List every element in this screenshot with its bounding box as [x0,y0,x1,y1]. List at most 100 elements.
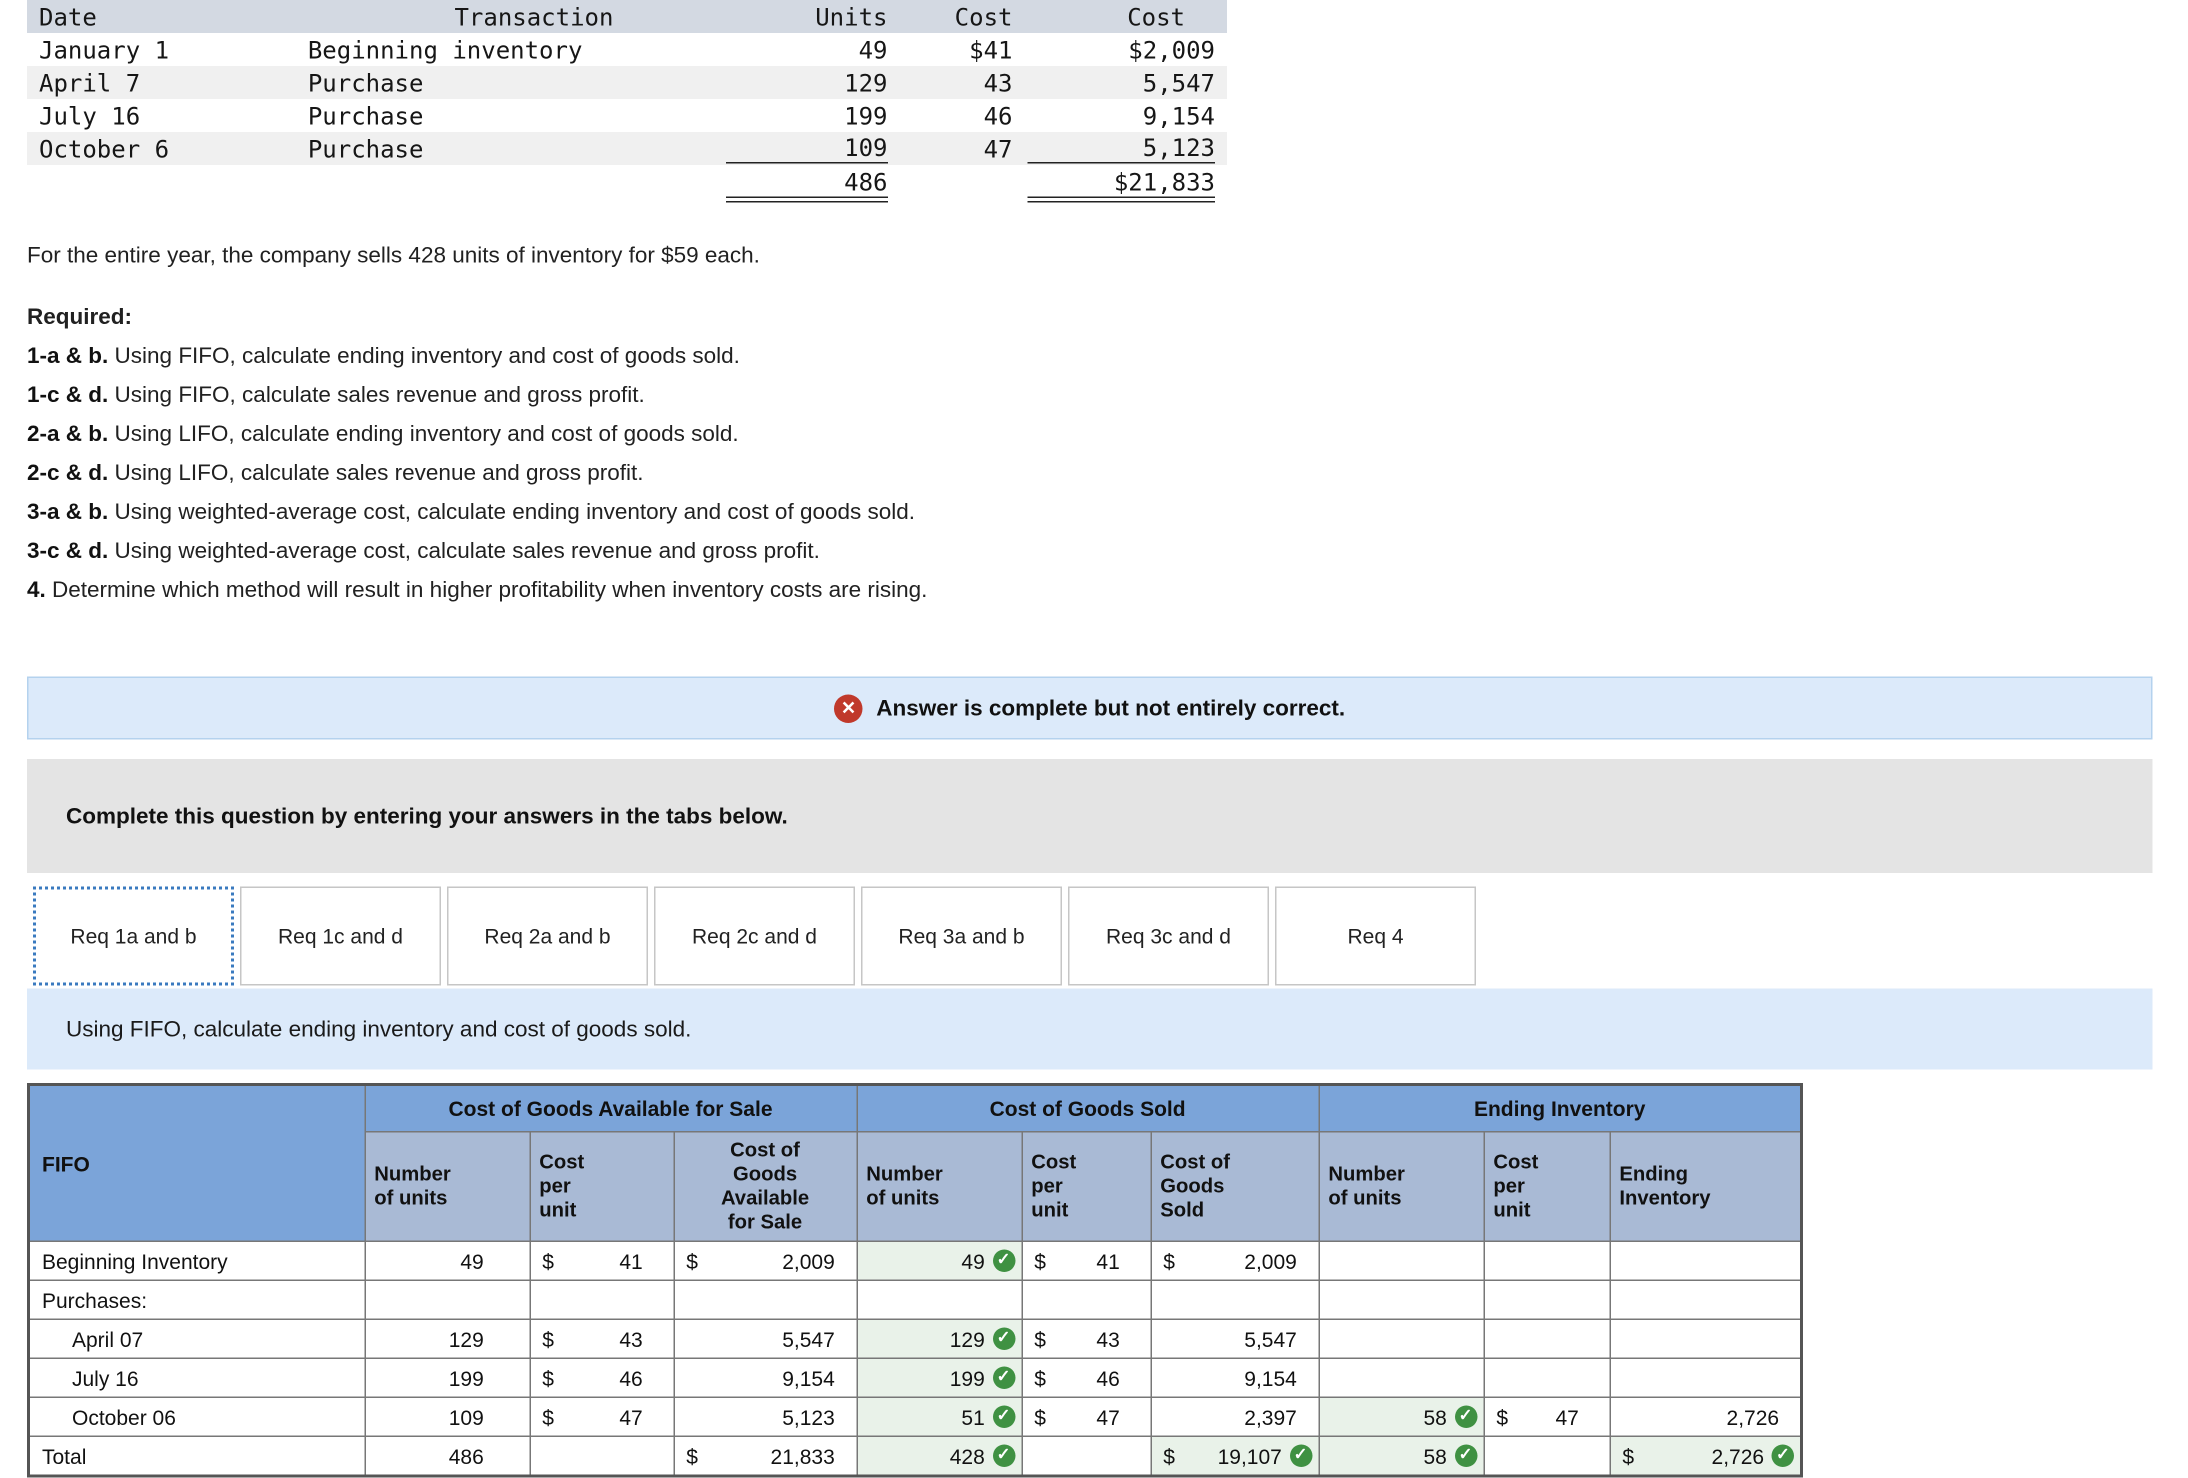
end-cpu-input[interactable] [1484,1242,1609,1280]
sold-units-input[interactable]: 199 [857,1359,1021,1397]
empty-cell [1319,1281,1483,1319]
end-cpu-input[interactable]: $47 [1496,1404,1579,1429]
end-units-total-input[interactable]: 58 [1319,1437,1483,1475]
cell-units: 129 [844,68,888,97]
end-total-cell [1610,1359,1800,1397]
sold-cpu-input[interactable]: $43 [1034,1326,1120,1351]
intro-text: For the entire year, the company sells 4… [27,243,760,269]
sold-units-input[interactable]: 129 [857,1320,1021,1358]
ending-inventory-total-input[interactable]: $2,726 [1610,1437,1801,1475]
sub-header-avail-units: Number of units [363,1131,531,1242]
cell-unit-cost: $41 [969,35,1013,64]
cell-total-cost: 9,154 [1142,101,1215,130]
cell-date: January 1 [39,35,170,64]
avail-cpu-cell: $46 [542,1365,643,1390]
cell-date: October 6 [39,134,170,163]
cell-units: 199 [844,101,888,130]
tab-req-1a-b[interactable]: Req 1a and b [33,886,234,986]
sold-units-input[interactable]: 49 [857,1242,1021,1280]
sold-total-cell: $2,009 [1163,1248,1297,1273]
cell-unit-cost: 46 [983,101,1013,130]
fifo-sub-header-row: Number of units Cost per unit Cost of Go… [29,1131,1803,1242]
tab-req-3c-d[interactable]: Req 3c and d [1068,886,1269,986]
source-table-header-row: Date Transaction Units Cost Cost [27,0,1227,33]
correct-check-icon [1454,1444,1477,1467]
sold-units-total-input[interactable]: 428 [857,1437,1021,1475]
correct-check-icon [992,1405,1015,1428]
avail-total-cell: 9,154 [782,1365,835,1390]
end-units-input[interactable]: 58 [1319,1398,1483,1436]
cell-date: July 16 [39,101,141,130]
tab-req-2c-d[interactable]: Req 2c and d [654,886,855,986]
sold-cpu-input[interactable]: $46 [1034,1365,1120,1390]
required-item-4: 4. Determine which method will result in… [27,577,928,604]
correct-check-icon [992,1249,1015,1272]
sub-header-end-cpu: Cost per unit [1482,1131,1611,1242]
sold-cpu-input[interactable]: $47 [1034,1404,1120,1429]
fifo-row-beginning-inventory: Beginning Inventory 49 $41 $2,009 49 $41… [27,1240,1803,1281]
correct-check-icon [1454,1405,1477,1428]
sub-header-end-total: Ending Inventory [1608,1131,1803,1242]
required-title: Required: [27,304,133,331]
cell-total-cost: 5,547 [1142,68,1215,97]
sub-header-end-units: Number of units [1317,1131,1485,1242]
cell-transaction: Purchase [307,68,424,97]
end-units-input[interactable] [1319,1359,1483,1397]
sold-total-cell: 2,397 [1244,1404,1297,1429]
panel-instruction: Complete this question by entering your … [27,759,2153,873]
source-row-april: April 7 Purchase 129 43 5,547 [27,66,1227,99]
row-label: July 16 [72,1365,139,1390]
cell-date: April 7 [39,68,141,97]
cell-transaction: Purchase [307,134,424,163]
end-units-input[interactable] [1319,1242,1483,1280]
avail-total-cell: 5,123 [782,1404,835,1429]
avail-units-total-cell: 486 [448,1443,484,1468]
total-units: 486 [622,165,902,204]
tab-req-3a-b[interactable]: Req 3a and b [861,886,1062,986]
sold-units-input[interactable]: 51 [857,1398,1021,1436]
cogs-total-input[interactable]: $19,107 [1151,1437,1318,1475]
incorrect-icon [834,693,863,723]
required-item-1ab: 1-a & b. Using FIFO, calculate ending in… [27,343,740,370]
col-header-unit-cost: Cost [954,2,1013,31]
source-total-row: 486 $21,833 [27,165,1227,204]
col-header-total-cost: Cost [1127,2,1185,31]
row-label: October 06 [72,1404,176,1429]
fifo-row-july-16: July 16 199 $46 9,154 199 $46 9,154 [27,1357,1803,1398]
required-section: Required: 1-a & b. Using FIFO, calculate… [27,299,2188,611]
empty-cell [857,1281,1021,1319]
sold-total-cell: 9,154 [1244,1365,1297,1390]
sub-header-sold-total: Cost of Goods Sold [1149,1131,1320,1242]
empty-cell [674,1281,856,1319]
answer-status-banner: Answer is complete but not entirely corr… [27,676,2153,740]
tab-req-1c-d[interactable]: Req 1c and d [240,886,441,986]
sub-header-sold-units: Number of units [855,1131,1023,1242]
required-item-2cd: 2-c & d. Using LIFO, calculate sales rev… [27,460,644,487]
tab-req-4[interactable]: Req 4 [1275,886,1476,986]
end-units-input[interactable] [1319,1320,1483,1358]
tab-req-2a-b[interactable]: Req 2a and b [447,886,648,986]
correct-check-icon [1289,1444,1312,1467]
source-row-january: January 1 Beginning inventory 49 $41 $2,… [27,33,1227,66]
correct-check-icon [992,1366,1015,1389]
empty-cell [1022,1437,1150,1475]
end-cpu-input[interactable] [1484,1320,1609,1358]
empty-cell [530,1281,673,1319]
req-tabs: Req 1a and b Req 1c and d Req 2a and b R… [33,886,2188,986]
avail-cpu-cell: $41 [542,1248,643,1273]
cell-unit-cost: 43 [983,68,1013,97]
tab-instruction-bar: Using FIFO, calculate ending inventory a… [27,988,2153,1070]
end-total-cell [1610,1320,1800,1358]
fifo-group-header-row: FIFO Cost of Goods Available for Sale Co… [27,1083,1803,1242]
required-item-1cd: 1-c & d. Using FIFO, calculate sales rev… [27,382,645,409]
cell-units: 49 [858,35,888,64]
total-cost: $21,833 [1027,165,1227,204]
empty-cell [1484,1437,1609,1475]
row-label: April 07 [72,1326,144,1351]
sold-cpu-input[interactable]: $41 [1034,1248,1120,1273]
avail-units-cell: 109 [448,1404,484,1429]
end-total-cell [1610,1242,1800,1280]
empty-cell [1022,1281,1150,1319]
end-cpu-input[interactable] [1484,1359,1609,1397]
col-header-units: Units [815,2,888,31]
